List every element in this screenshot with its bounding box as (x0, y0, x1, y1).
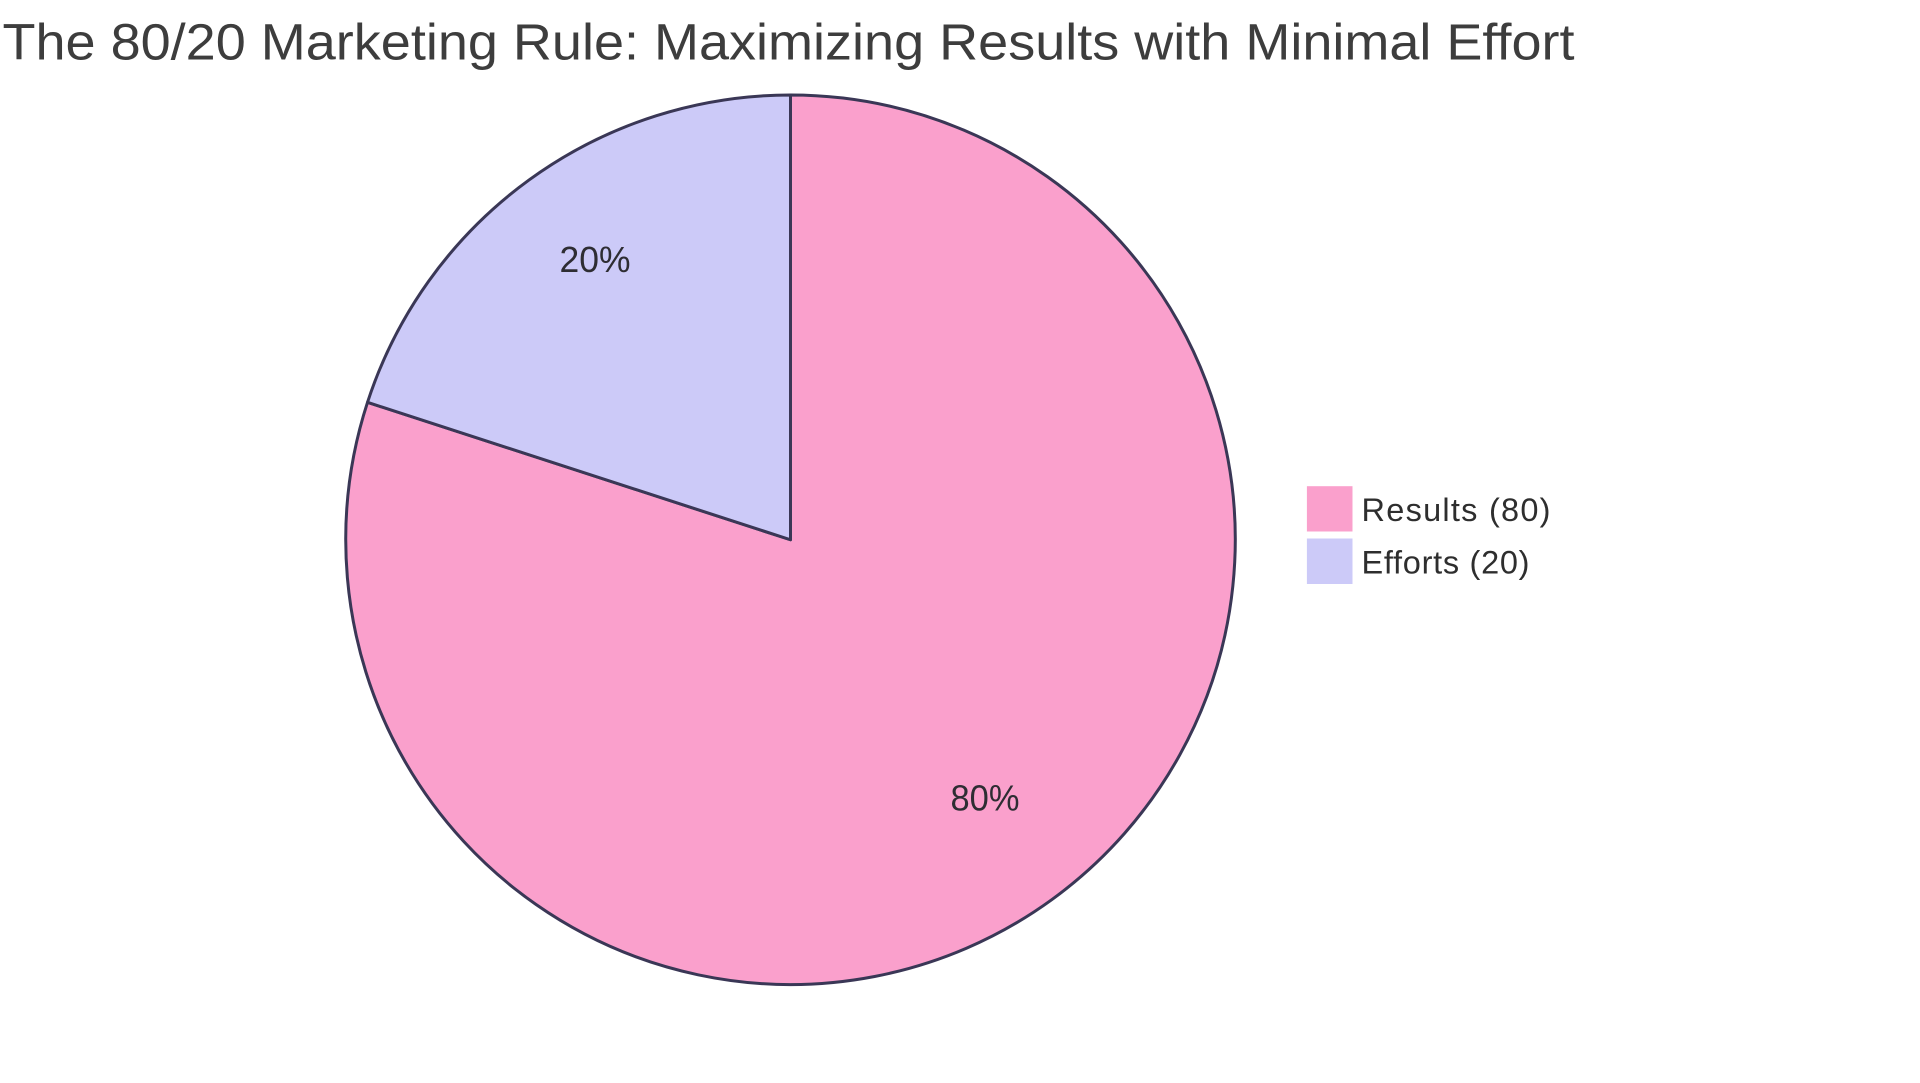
svg-text:20%: 20% (560, 239, 631, 280)
svg-text:80%: 80% (951, 777, 1020, 818)
svg-text:Efforts (20): Efforts (20) (1362, 544, 1530, 580)
svg-text:The 80/20 Marketing Rule: Maxi: The 80/20 Marketing Rule: Maximizing Res… (3, 13, 1575, 70)
svg-text:Results (80): Results (80) (1362, 492, 1551, 528)
